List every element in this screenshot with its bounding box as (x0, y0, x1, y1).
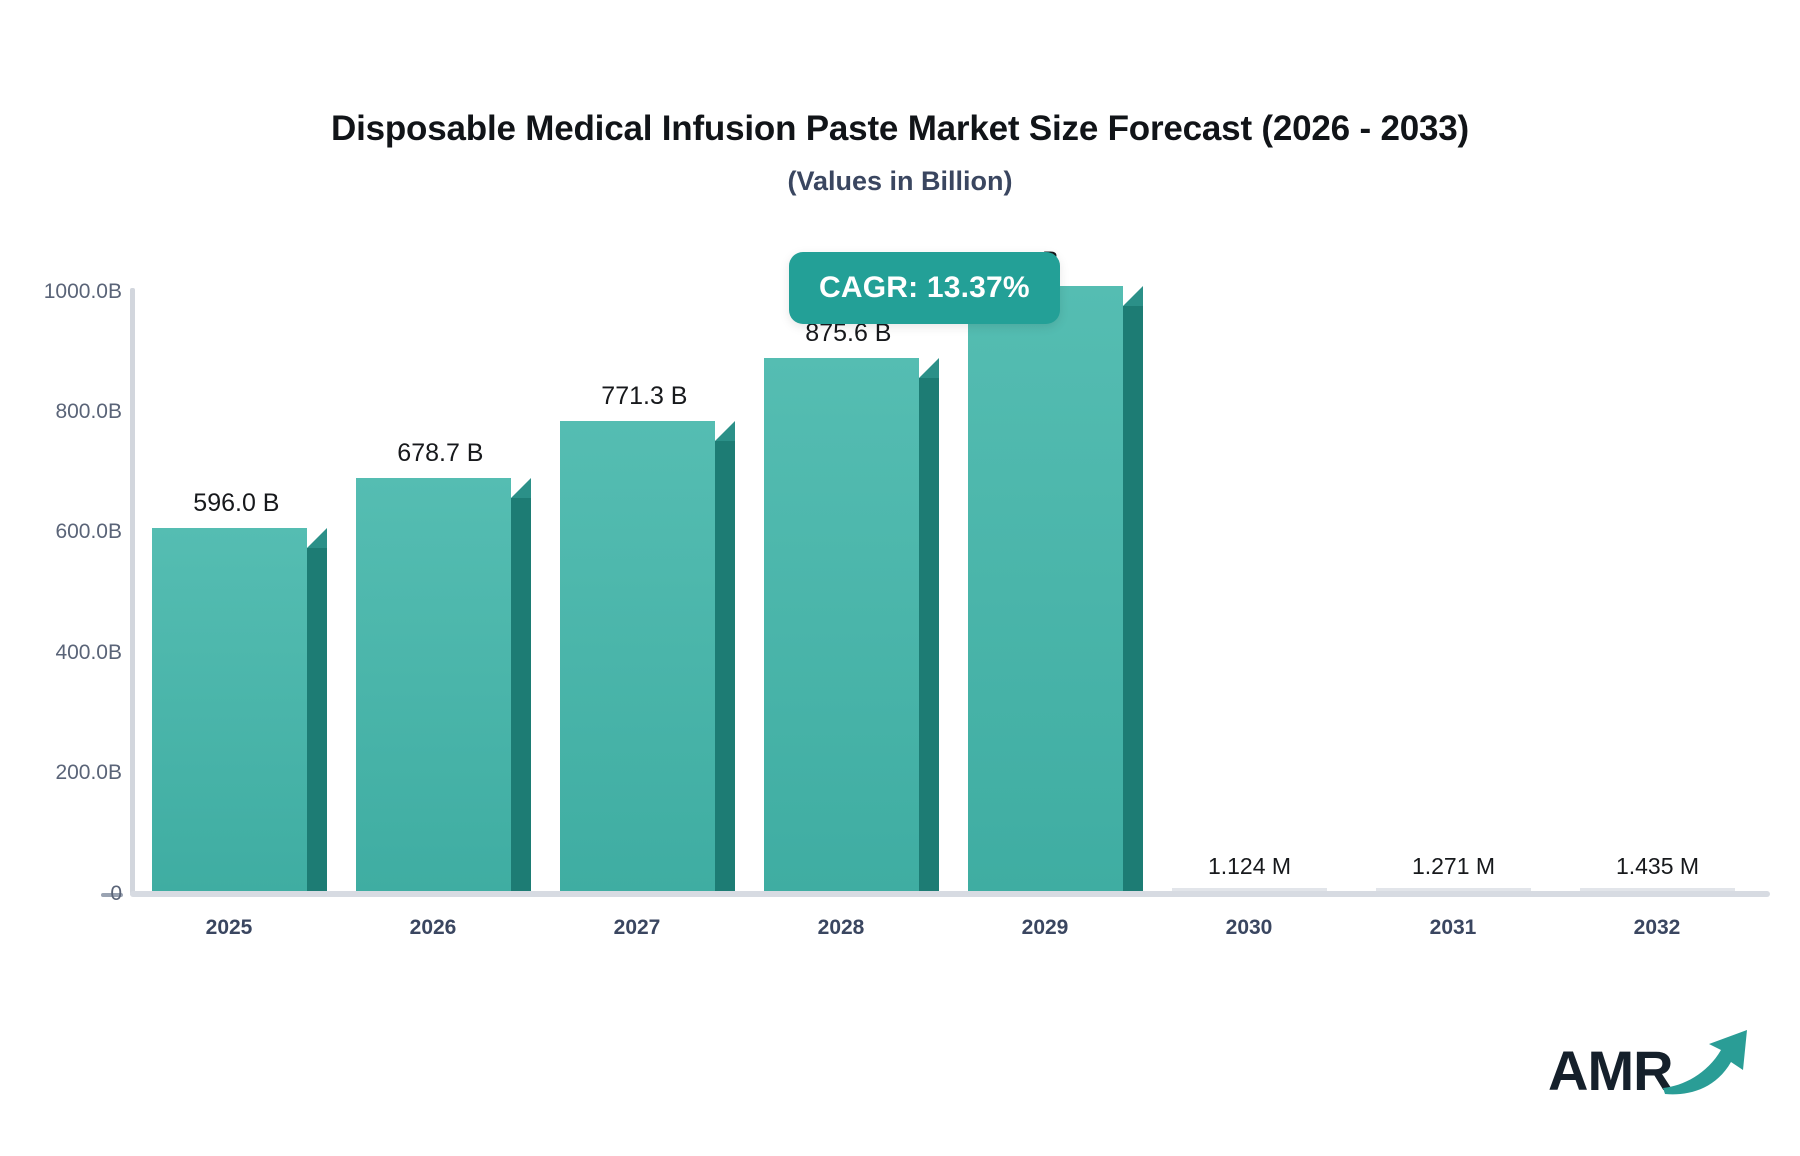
bar-top-face-2027 (715, 421, 735, 441)
x-tick-2028: 2028 (817, 916, 865, 939)
bar-2029[interactable]: B (968, 247, 1143, 891)
bar-front-face-2025 (152, 528, 307, 891)
bar-front-face-2029 (968, 286, 1123, 891)
x-tick-2025: 2025 (205, 916, 253, 939)
bar-side-face-2025 (307, 548, 327, 891)
bar-top-face-2029 (1123, 286, 1143, 306)
bar-front-face-2026 (356, 478, 511, 891)
bar-value-label-2025: 596.0 B (193, 489, 280, 517)
chart-subtitle: (Values in Billion) (787, 166, 1013, 196)
bar-side-face-2027 (715, 441, 735, 891)
x-tick-2031: 2031 (1429, 916, 1477, 939)
y-tick-0: 0 (110, 882, 122, 905)
arrow-up-right-icon (1659, 1024, 1755, 1101)
y-tick-200: 200.0B (55, 761, 122, 784)
bar-top-face-2028 (919, 358, 939, 378)
bar-side-face-2028 (919, 378, 939, 891)
cagr-badge: CAGR: 13.37% (789, 252, 1060, 324)
bar-value-label-2027: 771.3 B (601, 382, 688, 410)
y-tick-1000: 1000.0B (43, 280, 122, 303)
bar-top-face-2026 (511, 478, 531, 498)
bar-value-label-2032: 1.435 M (1615, 853, 1700, 879)
bar-front-face-2031 (1376, 888, 1531, 891)
bar-2032[interactable]: 1.435 M (1580, 853, 1735, 891)
bar-value-label-2031: 1.271 M (1411, 853, 1496, 879)
y-tick-800: 800.0B (55, 400, 122, 423)
bar-front-face-2027 (560, 421, 715, 891)
x-tick-2026: 2026 (409, 916, 457, 939)
bar-front-face-2028 (764, 358, 919, 891)
bar-front-face-2030 (1172, 888, 1327, 891)
bar-side-face-2029 (1123, 306, 1143, 891)
x-tick-2029: 2029 (1021, 916, 1069, 939)
bar-value-label-2026: 678.7 B (397, 439, 484, 467)
bar-value-label-2030: 1.124 M (1207, 853, 1292, 879)
y-axis-line (130, 288, 135, 896)
bar-2027[interactable]: 771.3 B (560, 382, 735, 891)
y-tick-600: 600.0B (55, 520, 122, 543)
bar-2031[interactable]: 1.271 M (1376, 853, 1531, 891)
x-tick-2027: 2027 (613, 916, 661, 939)
bar-top-face-2025 (307, 528, 327, 548)
title-block: Disposable Medical Infusion Paste Market… (0, 108, 1800, 197)
y-tick-400: 400.0B (55, 641, 122, 664)
bar-side-face-2026 (511, 498, 531, 891)
x-tick-2030: 2030 (1225, 916, 1273, 939)
amr-logo-text: AMR (1548, 1038, 1674, 1102)
x-axis-line (130, 891, 1770, 897)
x-tick-2032: 2032 (1633, 916, 1681, 939)
bar-2028[interactable]: 875.6 B (764, 319, 939, 891)
bar-2026[interactable]: 678.7 B (356, 439, 531, 891)
bar-2025[interactable]: 596.0 B (152, 489, 327, 891)
bar-2030[interactable]: 1.124 M (1172, 853, 1327, 891)
page-title: Disposable Medical Infusion Paste Market… (331, 109, 1469, 148)
amr-logo: AMR (1548, 1030, 1755, 1102)
bar-front-face-2032 (1580, 888, 1735, 891)
y-axis-zero-tick (101, 893, 123, 897)
